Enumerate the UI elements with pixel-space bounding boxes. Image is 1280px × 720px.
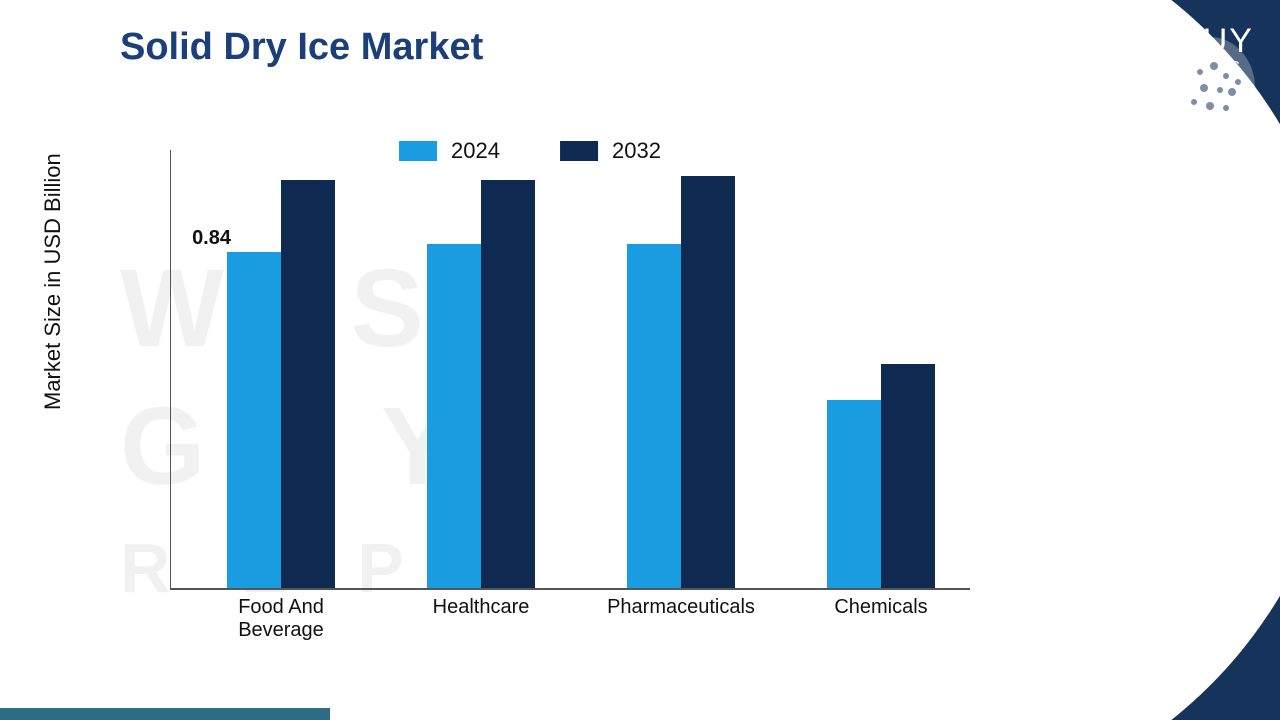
chart-title: Solid Dry Ice Market [120,26,483,69]
plot-area: Food And BeverageHealthcarePharmaceutica… [170,150,970,590]
brand-logo: WISE GUY REPORTS [1068,22,1254,77]
x-tick-label: Pharmaceuticals [601,596,761,619]
bar-2032 [481,180,535,588]
y-axis-label: Market Size in USD Billion [40,153,66,410]
bar-group [601,176,761,588]
bar-2032 [681,176,735,588]
x-tick-label: Chemicals [801,596,961,619]
bar-2024 [227,252,281,588]
bar-group [401,180,561,588]
x-tick-label: Healthcare [401,596,561,619]
bar-2032 [881,364,935,588]
bar-2024 [627,244,681,588]
chart-container: 2024 2032 Market Size in USD Billion Foo… [90,150,970,670]
head-icon [1150,32,1270,142]
value-label: 0.84 [192,227,231,250]
page-root: WISE GUY REPORTS WISE GUY REPORTS Solid … [0,0,1280,720]
bar-2032 [281,180,335,588]
bar-2024 [827,400,881,588]
bottom-strip [0,708,330,720]
x-tick-label: Food And Beverage [201,596,361,642]
bar-2024 [427,244,481,588]
bar-group [801,364,961,588]
